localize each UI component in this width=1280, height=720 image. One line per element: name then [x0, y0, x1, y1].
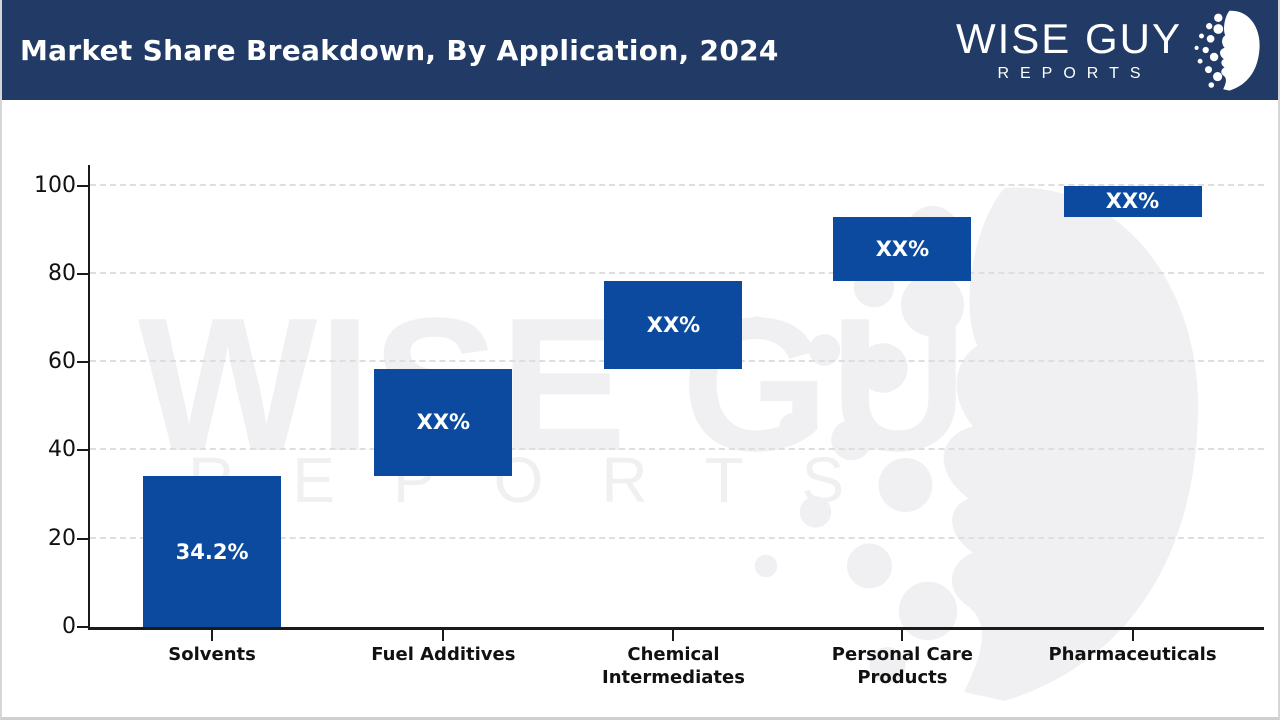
y-axis-tick-label: 40: [48, 437, 76, 463]
y-axis-tick-label: 100: [34, 172, 76, 198]
header-bar: Market Share Breakdown, By Application, …: [0, 0, 1280, 100]
plot-area: 0 20 40 60 80 100 34.2% XX% XX% XX% XX% Solvents Fue…: [34, 165, 1264, 688]
y-axis-tick: [77, 184, 88, 187]
bar-segment: XX%: [1063, 185, 1202, 218]
x-axis-tick: [1131, 630, 1134, 641]
x-axis-tick: [672, 630, 675, 641]
brand-logo: WISE GUY REPORTS: [956, 6, 1268, 94]
bar-value-label: XX%: [1105, 189, 1160, 214]
bar-value-label: XX%: [875, 237, 930, 262]
y-axis-tick: [77, 537, 88, 540]
y-axis-tick: [77, 626, 88, 628]
bar-value-label: XX%: [646, 313, 701, 338]
category-label: Personal Care Products: [831, 644, 973, 688]
category-label: Fuel Additives: [371, 644, 516, 665]
gridline-y100: [90, 183, 1264, 186]
y-axis-tick-label: 80: [48, 260, 76, 286]
category-label: Pharmaceuticals: [1048, 644, 1217, 665]
watermark-subtitle-text: REPORTS: [188, 444, 903, 516]
gridline-y80: [90, 271, 1264, 274]
category-label: Chemical Intermediates: [602, 644, 745, 688]
brand-subtitle: REPORTS: [997, 64, 1152, 82]
bar-segment: XX%: [833, 217, 972, 282]
y-axis-tick: [77, 272, 88, 275]
bar-segment: XX%: [374, 368, 513, 477]
bar-value-label: XX%: [416, 410, 471, 435]
y-axis-tick: [77, 449, 88, 452]
bar-segment: XX%: [604, 281, 743, 369]
brand-face-icon: [1194, 10, 1260, 91]
category-label: Solvents: [168, 644, 256, 665]
y-axis-tick-label: 60: [48, 349, 76, 375]
y-axis-tick-label: 20: [48, 525, 76, 551]
x-axis-tick: [901, 630, 904, 641]
gridline-y20: [90, 536, 1264, 539]
chart-title: Market Share Breakdown, By Application, …: [20, 33, 779, 67]
bar-segment: 34.2%: [143, 476, 282, 627]
bar-value-label: 34.2%: [175, 539, 249, 564]
y-axis-tick: [77, 361, 88, 364]
y-axis-tick-label: 0: [62, 614, 76, 639]
gridline-y40: [90, 448, 1264, 451]
brand-logo-text: WISE GUY REPORTS: [956, 17, 1182, 82]
x-axis-tick: [442, 630, 445, 641]
brand-name: WISE GUY: [955, 15, 1182, 63]
x-axis-tick: [211, 630, 214, 641]
